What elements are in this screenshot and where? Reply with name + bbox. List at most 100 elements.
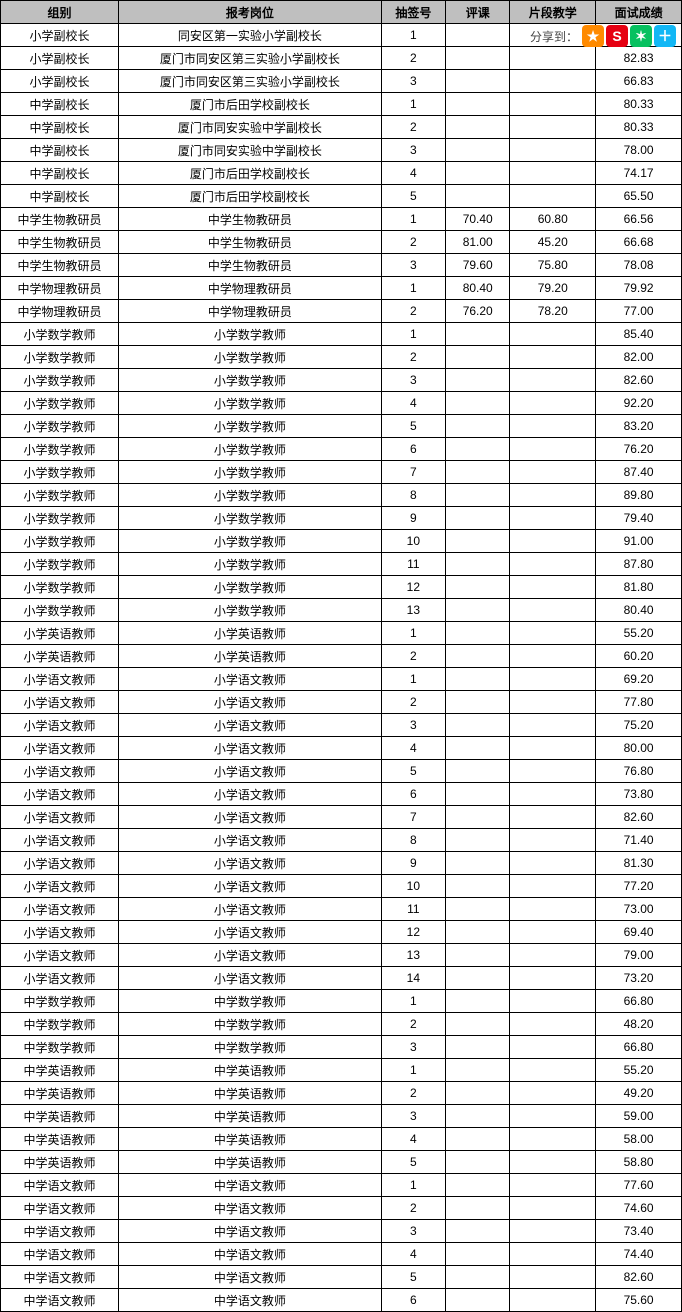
cell-pk [446,1266,510,1289]
cell-pd [510,438,596,461]
table-row: 小学数学教师小学数学教师1380.40 [1,599,682,622]
cell-pd: 60.80 [510,208,596,231]
cell-pd [510,622,596,645]
cell-group: 中学英语教师 [1,1082,119,1105]
cell-pd [510,24,596,47]
table-row: 中学生物教研员中学生物教研员379.6075.8078.08 [1,254,682,277]
cell-position: 小学数学教师 [118,392,381,415]
cell-pd [510,139,596,162]
cell-ms: 87.40 [596,461,682,484]
cell-ms: 71.40 [596,829,682,852]
cell-pk [446,806,510,829]
cell-pk [446,1289,510,1312]
cell-pk [446,47,510,70]
table-row: 中学数学教师中学数学教师166.80 [1,990,682,1013]
cell-group: 小学语文教师 [1,691,119,714]
cell-position: 中学物理教研员 [118,300,381,323]
cell-position: 厦门市后田学校副校长 [118,185,381,208]
cell-pk [446,323,510,346]
cell-draw: 3 [381,1220,445,1243]
cell-pd [510,1105,596,1128]
cell-group: 小学语文教师 [1,967,119,990]
cell-group: 小学语文教师 [1,760,119,783]
cell-pd [510,829,596,852]
cell-ms: 82.83 [596,47,682,70]
cell-ms: 89.80 [596,484,682,507]
table-row: 小学语文教师小学语文教师277.80 [1,691,682,714]
cell-group: 小学数学教师 [1,392,119,415]
cell-pd [510,1059,596,1082]
cell-position: 小学语文教师 [118,691,381,714]
cell-ms: 73.80 [596,783,682,806]
cell-ms: 48.20 [596,1013,682,1036]
cell-position: 小学英语教师 [118,622,381,645]
cell-pk [446,392,510,415]
cell-position: 中学数学教师 [118,990,381,1013]
cell-draw: 5 [381,185,445,208]
cell-position: 小学语文教师 [118,714,381,737]
cell-draw: 3 [381,254,445,277]
cell-group: 中学数学教师 [1,1013,119,1036]
cell-draw: 2 [381,645,445,668]
cell-group: 中学数学教师 [1,990,119,1013]
table-row: 小学数学教师小学数学教师787.40 [1,461,682,484]
cell-position: 小学语文教师 [118,898,381,921]
table-row: 中学英语教师中学英语教师458.00 [1,1128,682,1151]
cell-position: 中学生物教研员 [118,231,381,254]
cell-group: 小学语文教师 [1,944,119,967]
cell-pk [446,1128,510,1151]
cell-pk [446,1220,510,1243]
cell-ms: 73.20 [596,967,682,990]
cell-position: 中学英语教师 [118,1105,381,1128]
cell-group: 小学语文教师 [1,875,119,898]
table-row: 小学数学教师小学数学教师492.20 [1,392,682,415]
cell-pd [510,70,596,93]
cell-pd [510,392,596,415]
cell-pd [510,898,596,921]
cell-pd [510,875,596,898]
cell-pd [510,760,596,783]
cell-draw: 7 [381,806,445,829]
cell-draw: 3 [381,1105,445,1128]
table-row: 小学数学教师小学数学教师889.80 [1,484,682,507]
cell-position: 小学数学教师 [118,461,381,484]
cell-pd [510,415,596,438]
cell-draw: 1 [381,668,445,691]
cell-ms: 81.80 [596,576,682,599]
cell-pd [510,1220,596,1243]
results-table: 组别 报考岗位 抽签号 评课 片段教学 面试成绩 小学副校长同安区第一实验小学副… [0,0,682,1312]
cell-position: 小学数学教师 [118,438,381,461]
cell-ms: 69.20 [596,668,682,691]
header-pk: 评课 [446,1,510,24]
table-row: 中学语文教师中学语文教师274.60 [1,1197,682,1220]
cell-position: 厦门市后田学校副校长 [118,162,381,185]
table-wrapper: 分享到： ★ S ✶ ＋ 组别 报考岗位 抽签号 评课 片段教学 面试成绩 小学… [0,0,682,1312]
cell-position: 小学英语教师 [118,645,381,668]
table-row: 小学英语教师小学英语教师155.20 [1,622,682,645]
cell-ms: 66.80 [596,990,682,1013]
cell-position: 小学数学教师 [118,484,381,507]
cell-group: 中学英语教师 [1,1151,119,1174]
cell-ms: 87.80 [596,553,682,576]
cell-pk [446,1013,510,1036]
cell-ms: 79.40 [596,507,682,530]
cell-pk [446,990,510,1013]
cell-group: 中学英语教师 [1,1128,119,1151]
cell-pd [510,645,596,668]
cell-ms: 77.60 [596,1174,682,1197]
cell-draw: 14 [381,967,445,990]
cell-ms: 77.80 [596,691,682,714]
cell-pd [510,484,596,507]
cell-pk [446,898,510,921]
cell-position: 厦门市后田学校副校长 [118,93,381,116]
cell-pd [510,1013,596,1036]
cell-draw: 5 [381,760,445,783]
cell-group: 中学物理教研员 [1,277,119,300]
cell-group: 中学物理教研员 [1,300,119,323]
cell-pk [446,93,510,116]
cell-position: 小学语文教师 [118,921,381,944]
cell-draw: 6 [381,438,445,461]
cell-draw: 12 [381,576,445,599]
cell-ms: 66.68 [596,231,682,254]
cell-pd [510,323,596,346]
